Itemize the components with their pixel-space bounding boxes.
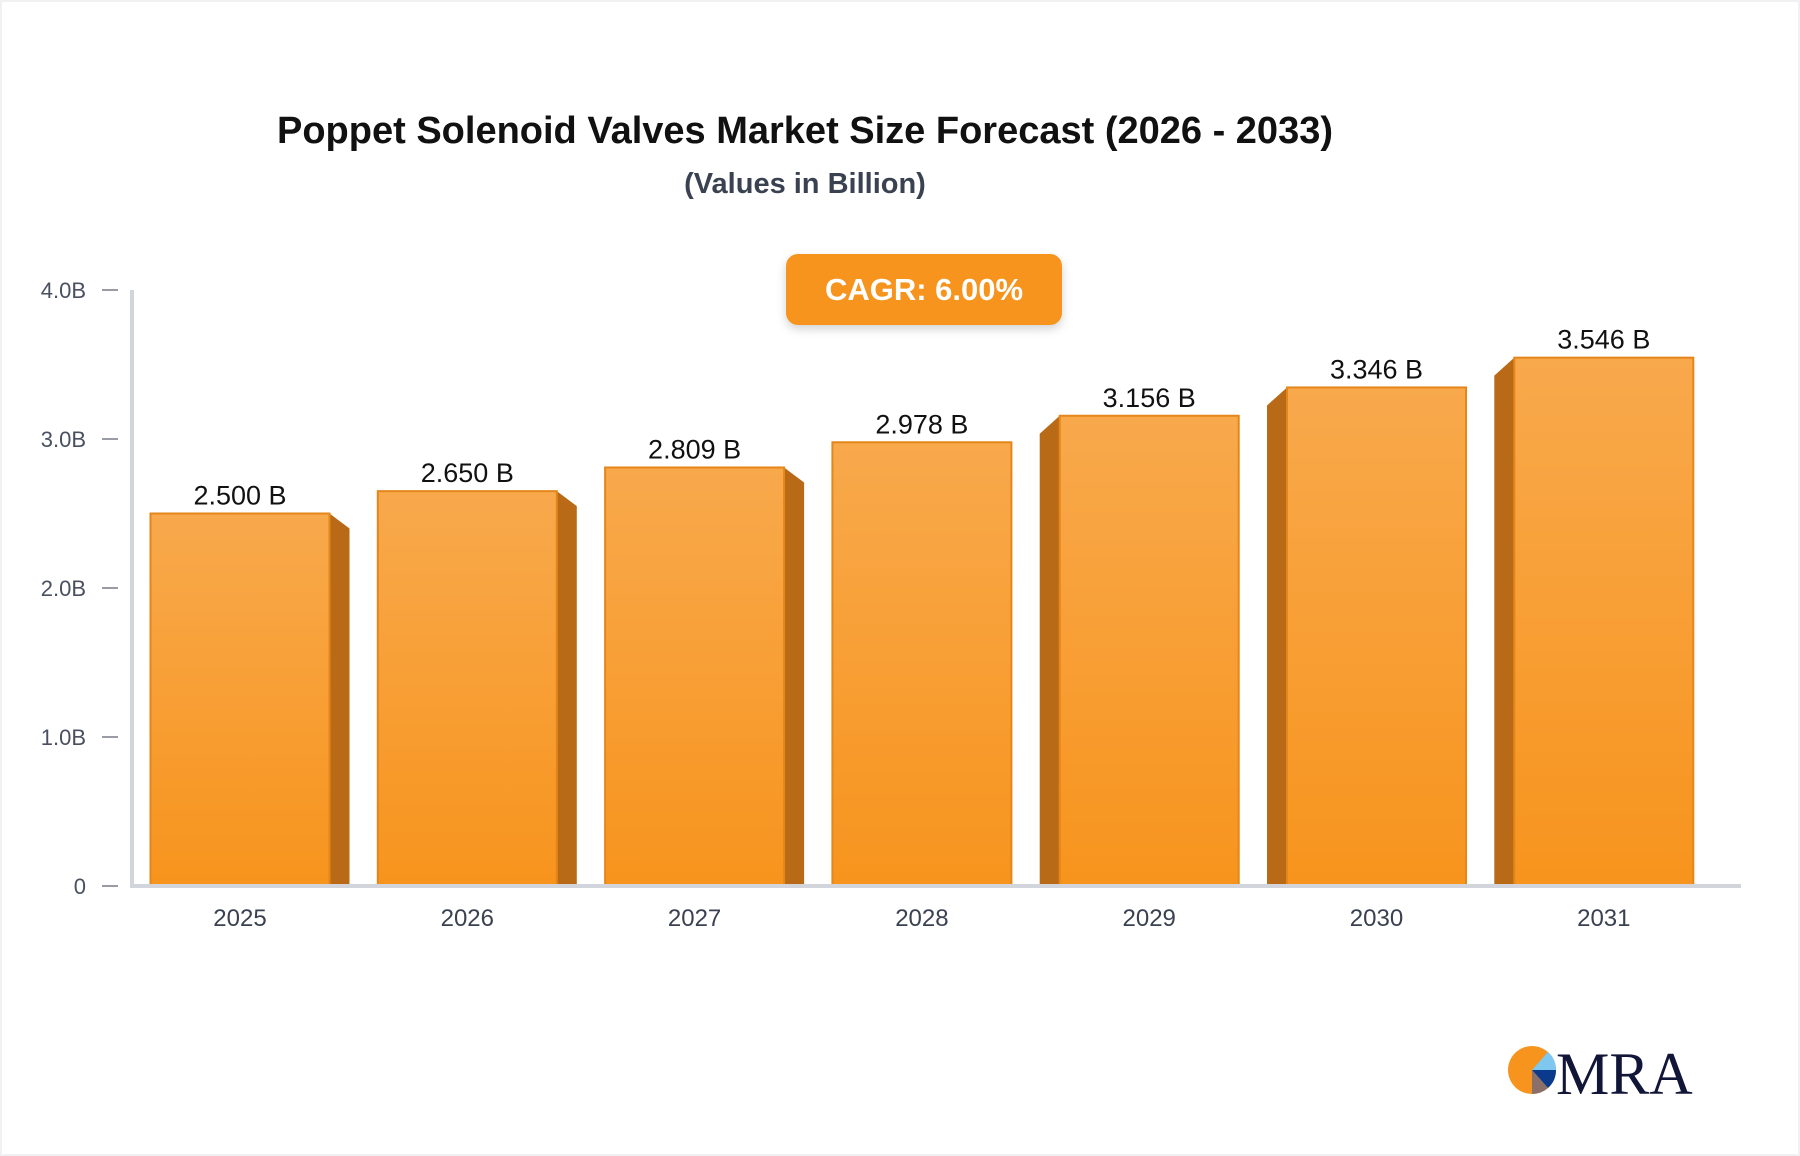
x-tick-label: 2030 — [1350, 905, 1403, 932]
bar-side — [1494, 357, 1515, 886]
data-label: 3.346 B — [1330, 354, 1423, 384]
logo-text: MRA — [1556, 1041, 1693, 1100]
bar-2027 — [604, 466, 786, 887]
x-tick-label: 2029 — [1123, 905, 1176, 932]
chart-subtitle: (Values in Billion) — [684, 168, 926, 200]
bar-side — [1267, 387, 1287, 886]
bar-side — [784, 467, 805, 886]
bar-2030 — [1286, 386, 1467, 887]
data-label: 3.546 B — [1557, 325, 1650, 355]
data-label: 2.978 B — [875, 409, 968, 439]
bar-side — [556, 491, 577, 886]
data-label: 2.500 B — [193, 481, 286, 511]
bar-2029 — [1058, 414, 1240, 887]
y-tick-label: 0 — [74, 874, 86, 899]
x-tick-label: 2025 — [213, 905, 266, 932]
x-tick-label: 2027 — [668, 905, 721, 932]
data-label: 3.156 B — [1103, 383, 1196, 413]
cagr-badge: CAGR: 6.00% — [786, 254, 1062, 325]
bar-side — [1039, 415, 1060, 886]
bar-2026 — [376, 490, 558, 887]
bar-2028 — [831, 441, 1013, 887]
x-tick-label: 2028 — [895, 905, 948, 932]
y-tick-label: 4.0B — [41, 278, 86, 303]
y-tick-label: 2.0B — [41, 576, 86, 601]
chart-title: Poppet Solenoid Valves Market Size Forec… — [277, 110, 1333, 152]
bar-2025 — [149, 512, 331, 887]
bar-side — [329, 513, 350, 886]
data-label: 2.809 B — [648, 434, 741, 464]
x-tick-label: 2031 — [1577, 905, 1630, 932]
x-tick-label: 2026 — [441, 905, 494, 932]
mra-logo: MRA — [1506, 1040, 1696, 1107]
bar-2031 — [1513, 356, 1695, 887]
y-tick-label: 3.0B — [41, 427, 86, 452]
y-tick-label: 1.0B — [41, 725, 86, 750]
data-label: 2.650 B — [421, 458, 514, 488]
